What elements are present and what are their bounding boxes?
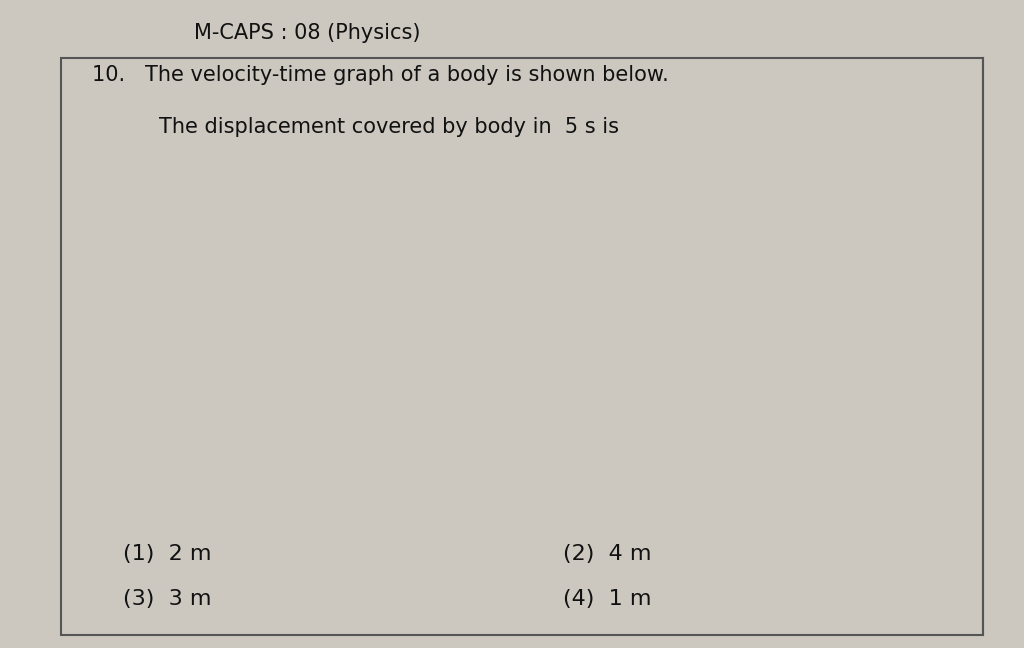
Text: 5: 5 [638,370,650,389]
Text: M-CAPS : 08 (Physics): M-CAPS : 08 (Physics) [194,23,421,43]
Text: 2: 2 [230,198,243,217]
Text: (4)  1 m: (4) 1 m [563,589,651,609]
Text: 3: 3 [483,370,496,389]
Text: (2)  4 m: (2) 4 m [563,544,651,564]
Point [636,349,652,360]
Text: The displacement covered by body in  5 s is: The displacement covered by body in 5 s … [159,117,618,137]
Text: t(s): t(s) [710,373,742,391]
Point [326,349,342,360]
Point [403,349,420,360]
Text: v(m/s): v(m/s) [214,145,275,165]
Text: -1: -1 [223,418,243,437]
Text: (3)  3 m: (3) 3 m [123,589,211,609]
Text: 10.   The velocity-time graph of a body is shown below.: 10. The velocity-time graph of a body is… [92,65,669,85]
Point [481,349,498,360]
Point [558,349,574,360]
Text: (1)  2 m: (1) 2 m [123,544,211,564]
Text: 4: 4 [560,370,572,389]
Text: 2: 2 [406,370,418,389]
Text: 1: 1 [328,370,340,389]
Text: 1: 1 [230,272,243,290]
